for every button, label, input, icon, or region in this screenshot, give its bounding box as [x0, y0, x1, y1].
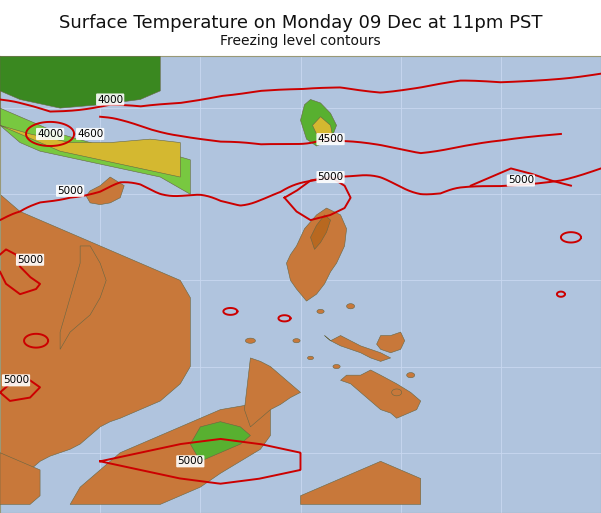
Polygon shape [311, 215, 331, 249]
Polygon shape [191, 422, 251, 461]
Polygon shape [341, 370, 421, 418]
Polygon shape [0, 56, 191, 194]
Polygon shape [0, 452, 40, 504]
Polygon shape [392, 389, 401, 396]
Polygon shape [317, 309, 324, 313]
Text: 5000: 5000 [177, 456, 203, 466]
Polygon shape [0, 91, 191, 504]
Polygon shape [70, 404, 270, 504]
Polygon shape [308, 356, 314, 360]
Polygon shape [333, 365, 340, 369]
Polygon shape [86, 177, 124, 205]
Text: 4500: 4500 [317, 134, 344, 144]
Text: 4000: 4000 [97, 94, 123, 105]
Polygon shape [300, 461, 421, 504]
Polygon shape [293, 339, 300, 343]
Polygon shape [313, 117, 332, 139]
Text: 5000: 5000 [57, 186, 83, 196]
Text: 5000: 5000 [17, 255, 43, 265]
Text: 5000: 5000 [508, 175, 534, 186]
Text: 5000: 5000 [317, 172, 344, 182]
Text: 4600: 4600 [77, 129, 103, 139]
Polygon shape [60, 246, 106, 349]
Polygon shape [407, 372, 415, 378]
Text: 4000: 4000 [37, 129, 63, 139]
Text: Surface Temperature on Monday 09 Dec at 11pm PST: Surface Temperature on Monday 09 Dec at … [59, 13, 542, 31]
Polygon shape [347, 304, 355, 309]
Polygon shape [325, 336, 391, 361]
Polygon shape [377, 332, 404, 353]
Polygon shape [287, 208, 347, 301]
Text: 5000: 5000 [3, 376, 29, 385]
Polygon shape [245, 358, 300, 427]
Polygon shape [245, 338, 255, 343]
Polygon shape [0, 108, 180, 177]
Polygon shape [0, 56, 160, 108]
Polygon shape [300, 100, 337, 146]
Text: Freezing level contours: Freezing level contours [220, 34, 381, 48]
